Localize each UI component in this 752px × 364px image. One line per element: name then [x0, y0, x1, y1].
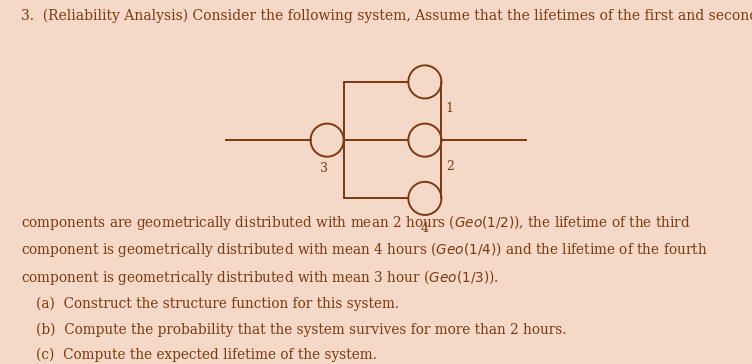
Text: components are geometrically distributed with mean 2 hours ($\mathit{Geo}(1/2)$): components are geometrically distributed…: [21, 213, 691, 232]
Text: component is geometrically distributed with mean 3 hour ($\mathit{Geo}(1/3)$).: component is geometrically distributed w…: [21, 268, 499, 286]
Text: 3: 3: [320, 162, 328, 175]
Text: (c)  Compute the expected lifetime of the system.: (c) Compute the expected lifetime of the…: [36, 348, 377, 362]
Text: (b)  Compute the probability that the system survives for more than 2 hours.: (b) Compute the probability that the sys…: [36, 322, 566, 337]
Text: 4: 4: [421, 222, 429, 235]
Text: 1: 1: [446, 102, 454, 115]
Text: (a)  Construct the structure function for this system.: (a) Construct the structure function for…: [36, 297, 399, 311]
Text: 3.  (Reliability Analysis) Consider the following system, Assume that the lifeti: 3. (Reliability Analysis) Consider the f…: [21, 9, 752, 24]
Text: component is geometrically distributed with mean 4 hours ($\mathit{Geo}(1/4)$) a: component is geometrically distributed w…: [21, 240, 708, 259]
Text: 2: 2: [446, 160, 453, 173]
